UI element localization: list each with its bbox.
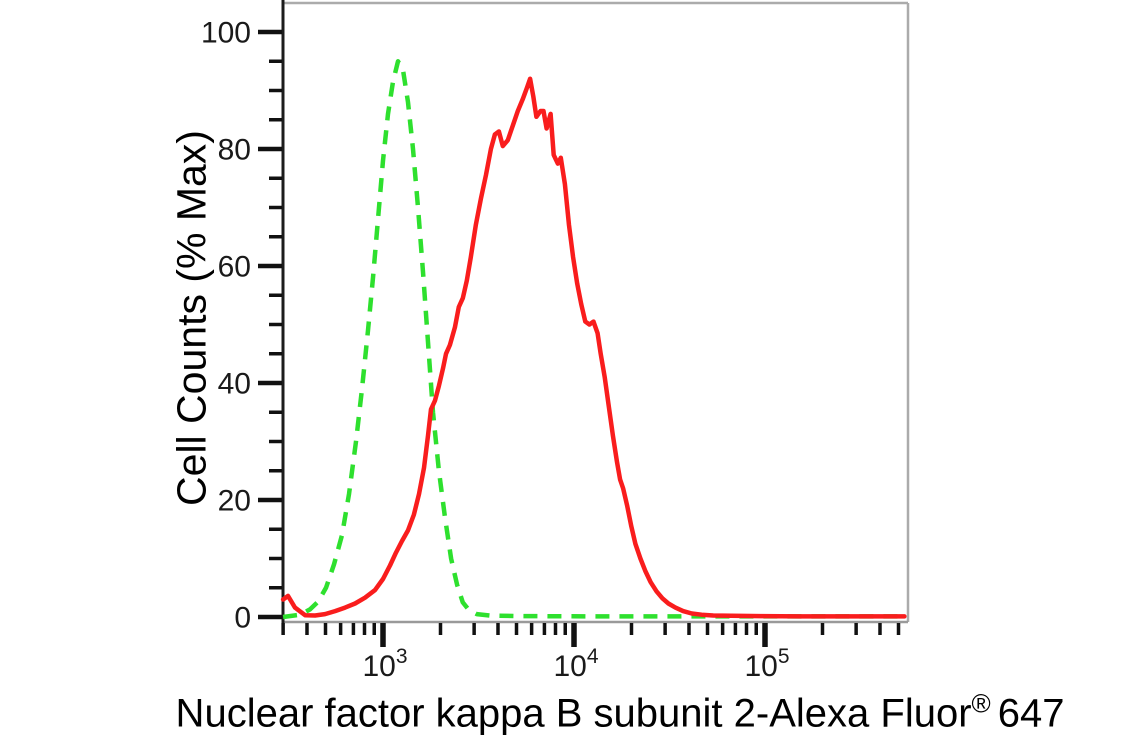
x-tick-label: 105 (744, 645, 789, 683)
y-tick-label: 60 (218, 251, 251, 284)
axis-ticks (258, 29, 901, 647)
x-axis-title-main: Nuclear factor kappa B subunit 2-Alexa F… (175, 691, 972, 736)
sample-curve (280, 76, 907, 619)
plot-curves (280, 59, 907, 620)
x-tick-label: 104 (553, 645, 598, 683)
plot-borders (281, 0, 910, 624)
axis-tick-labels: 0 20 40 60 80 100 103 104 105 (201, 17, 790, 684)
y-tick-label: 0 (234, 602, 251, 635)
y-tick-label: 80 (218, 134, 251, 167)
y-tick-label: 20 (218, 485, 251, 518)
x-axis-title: Nuclear factor kappa B subunit 2-Alexa F… (175, 688, 1065, 737)
y-axis-title: Cell Counts (% Max) (168, 130, 215, 506)
y-tick-label: 40 (218, 368, 251, 401)
control-curve (282, 59, 905, 620)
x-tick-label: 103 (362, 645, 407, 683)
registered-trademark-symbol: ® (971, 688, 991, 719)
x-axis-title-suffix: 647 (997, 691, 1065, 736)
y-tick-label: 100 (201, 17, 251, 50)
